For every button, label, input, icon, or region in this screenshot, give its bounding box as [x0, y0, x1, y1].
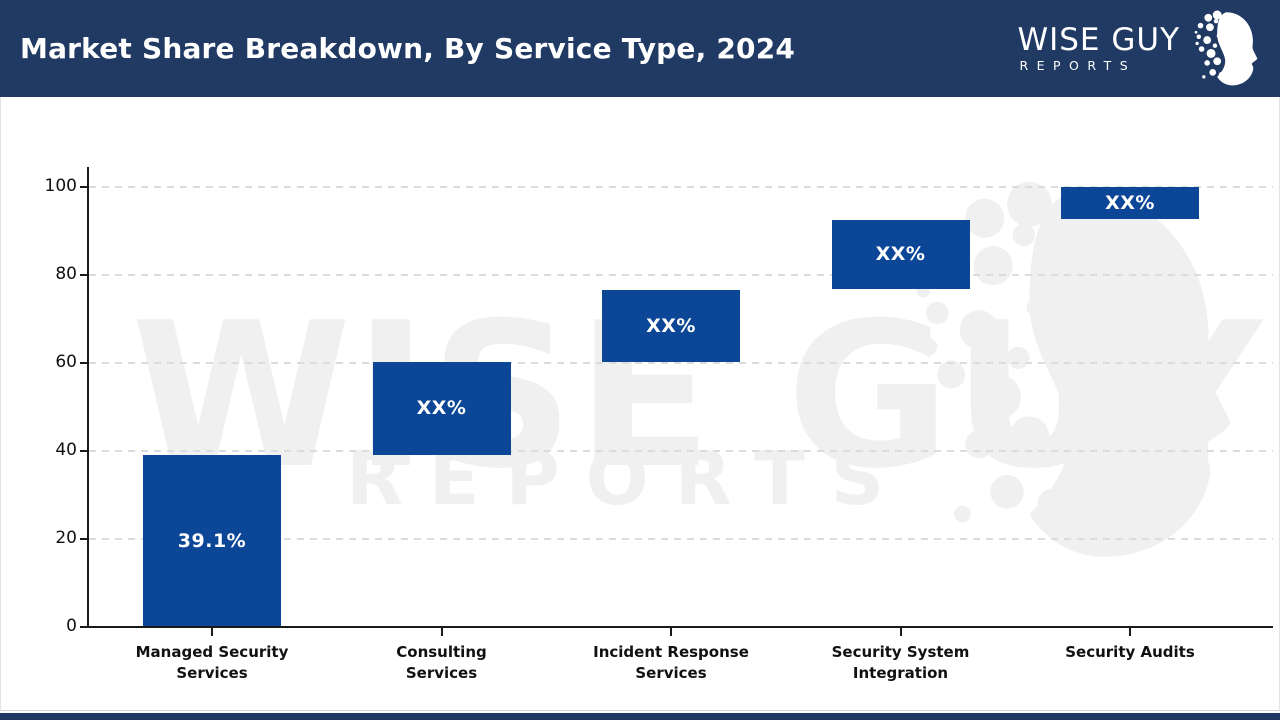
x-category-label: Security Audits	[1065, 643, 1195, 661]
bar-value-label: 39.1%	[177, 529, 247, 552]
gridline-60	[89, 362, 1273, 364]
y-tick-mark-0	[80, 626, 88, 628]
x-category-label: Consulting Services	[396, 643, 487, 682]
y-tick-mark-40	[80, 450, 88, 452]
gridline-100	[89, 186, 1273, 188]
y-tick-mark-80	[80, 274, 88, 276]
header-band: Market Share Breakdown, By Service Type,…	[0, 0, 1280, 97]
gridline-20	[89, 538, 1273, 540]
x-axis-line	[87, 626, 1273, 628]
x-category-label: Managed Security Services	[135, 643, 289, 682]
bar-value-label: XX%	[646, 314, 696, 337]
page-title: Market Share Breakdown, By Service Type,…	[20, 32, 796, 65]
x-tick-mark-2	[440, 628, 443, 636]
y-tick-mark-20	[80, 538, 88, 540]
x-category-label: Incident Response Services	[593, 643, 749, 682]
bar-segment-4: XX%	[831, 219, 970, 290]
gridline-80	[89, 274, 1273, 276]
wiseguy-logo: WISE GUY REPORTS	[1017, 10, 1264, 88]
bar-value-label: XX%	[875, 243, 926, 266]
y-tick-mark-60	[80, 362, 88, 364]
footer-band	[0, 713, 1280, 720]
bar-segment-3: XX%	[602, 289, 740, 362]
chart-area: WISE GUY REPORTS 0 20 40 60 80 100 39.1% XX% XX…	[0, 97, 1280, 710]
wiseguy-logo-text: WISE GUY REPORTS	[1017, 25, 1180, 73]
x-category-label: Security System Integration	[831, 643, 970, 682]
bar-segment-2: XX%	[372, 361, 511, 455]
x-tick-mark-4	[899, 628, 902, 636]
bar-segment-5: XX%	[1061, 187, 1199, 220]
y-tick-label-20: 20	[55, 528, 77, 548]
bar-value-label: XX%	[1105, 192, 1155, 215]
y-tick-mark-100	[80, 186, 88, 188]
logo-wordmark: WISE GUY	[1017, 22, 1180, 59]
y-tick-label-0: 0	[66, 616, 77, 636]
bar-value-label: XX%	[416, 397, 467, 420]
y-axis-line	[87, 167, 89, 628]
logo-subtitle: REPORTS	[1019, 58, 1137, 74]
x-tick-mark-3	[670, 628, 672, 636]
y-tick-label-100: 100	[44, 176, 77, 196]
bar-segment-1: 39.1%	[143, 454, 281, 627]
y-tick-label-60: 60	[55, 352, 77, 372]
wiseguy-face-icon	[1186, 10, 1264, 88]
bottom-hairline	[0, 710, 1280, 711]
y-tick-label-40: 40	[55, 440, 77, 460]
y-tick-label-80: 80	[55, 264, 77, 284]
gridline-40	[89, 450, 1273, 452]
x-tick-mark-5	[1129, 628, 1131, 636]
x-tick-mark-1	[211, 628, 213, 636]
